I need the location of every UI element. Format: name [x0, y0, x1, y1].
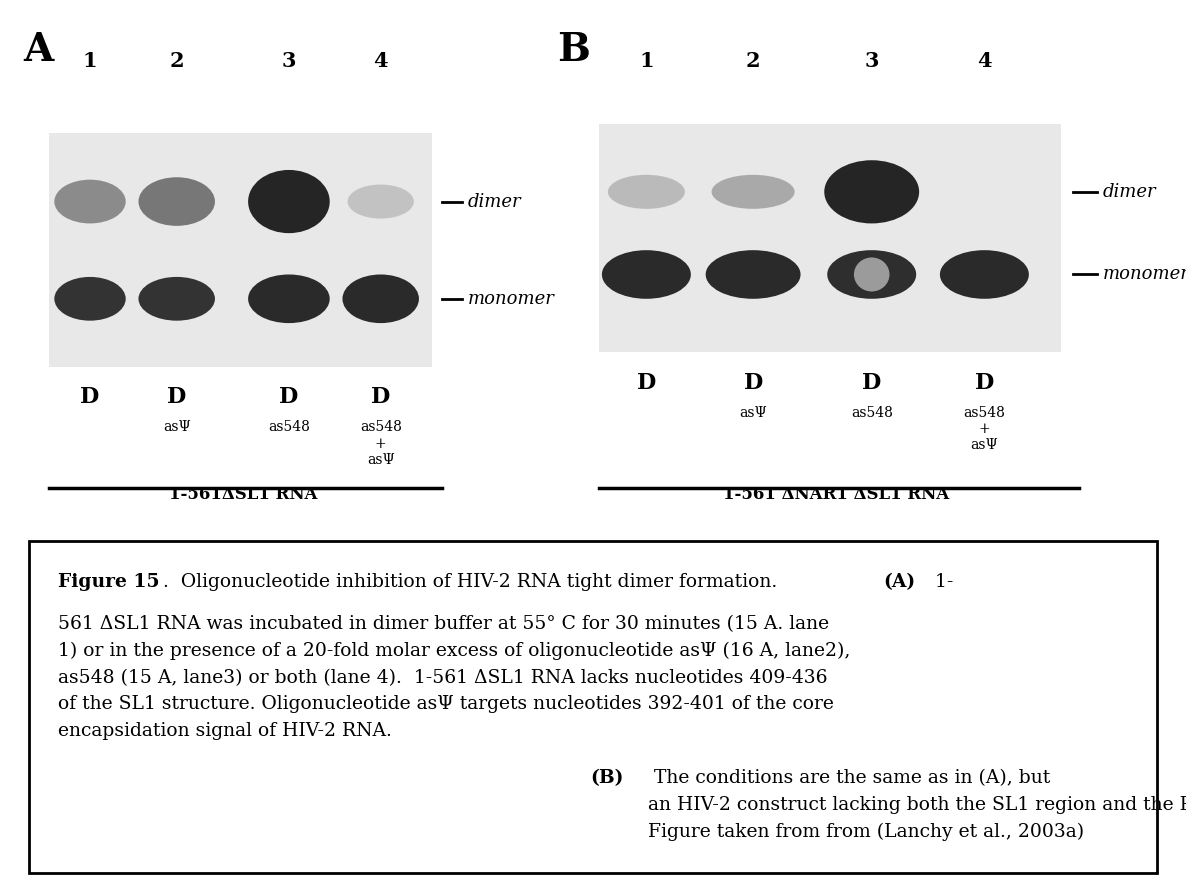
Text: as548: as548 [268, 420, 310, 434]
Text: monomer: monomer [1103, 265, 1186, 284]
Ellipse shape [248, 170, 330, 233]
Ellipse shape [712, 175, 795, 209]
Text: (A): (A) [884, 573, 916, 591]
Text: D: D [975, 371, 994, 393]
Text: D: D [637, 371, 656, 393]
Text: 3: 3 [865, 50, 879, 71]
Text: 2: 2 [746, 50, 760, 71]
Bar [50, 133, 432, 367]
Text: 1-: 1- [929, 573, 954, 591]
Ellipse shape [55, 277, 126, 321]
Text: 1-561ΔSL1 RNA: 1-561ΔSL1 RNA [168, 486, 318, 503]
Text: as548
+
asΨ: as548 + asΨ [359, 420, 402, 467]
Bar [599, 124, 1061, 352]
Ellipse shape [139, 277, 215, 321]
Text: D: D [81, 386, 100, 408]
Ellipse shape [248, 274, 330, 324]
Text: 2: 2 [170, 50, 184, 71]
Text: .  Oligonucleotide inhibition of HIV-2 RNA tight dimer formation.: . Oligonucleotide inhibition of HIV-2 RN… [162, 573, 789, 591]
Text: D: D [167, 386, 186, 408]
Ellipse shape [824, 160, 919, 224]
Text: 1: 1 [639, 50, 653, 71]
Ellipse shape [607, 175, 684, 209]
Text: D: D [279, 386, 299, 408]
Ellipse shape [854, 257, 890, 292]
Text: 561 ΔSL1 RNA was incubated in dimer buffer at 55° C for 30 minutes (15 A. lane
1: 561 ΔSL1 RNA was incubated in dimer buff… [58, 615, 850, 740]
Ellipse shape [347, 185, 414, 218]
Ellipse shape [139, 177, 215, 225]
Ellipse shape [343, 274, 419, 324]
Text: (B): (B) [591, 769, 624, 788]
Text: The conditions are the same as in (A), but
an HIV-2 construct lacking both the S: The conditions are the same as in (A), b… [648, 769, 1186, 841]
Text: A: A [24, 31, 55, 69]
Ellipse shape [601, 250, 690, 299]
Text: D: D [744, 371, 763, 393]
Text: 1: 1 [83, 50, 97, 71]
Text: B: B [557, 31, 591, 69]
Text: 1-561 ΔNAR1 ΔSL1 RNA: 1-561 ΔNAR1 ΔSL1 RNA [723, 486, 949, 503]
Text: D: D [371, 386, 390, 408]
Text: as548: as548 [850, 406, 893, 420]
Text: asΨ: asΨ [739, 406, 767, 420]
Ellipse shape [706, 250, 801, 299]
Text: 4: 4 [977, 50, 991, 71]
Ellipse shape [55, 179, 126, 224]
Text: as548
+
asΨ: as548 + asΨ [963, 406, 1006, 452]
FancyBboxPatch shape [30, 541, 1156, 873]
Text: D: D [862, 371, 881, 393]
Text: Figure 15: Figure 15 [58, 573, 159, 591]
Text: dimer: dimer [467, 193, 521, 210]
Ellipse shape [939, 250, 1028, 299]
Text: asΨ: asΨ [162, 420, 191, 434]
Text: dimer: dimer [1103, 183, 1156, 201]
Ellipse shape [828, 250, 916, 299]
Text: monomer: monomer [467, 290, 554, 308]
Text: 4: 4 [374, 50, 388, 71]
Text: 3: 3 [281, 50, 296, 71]
